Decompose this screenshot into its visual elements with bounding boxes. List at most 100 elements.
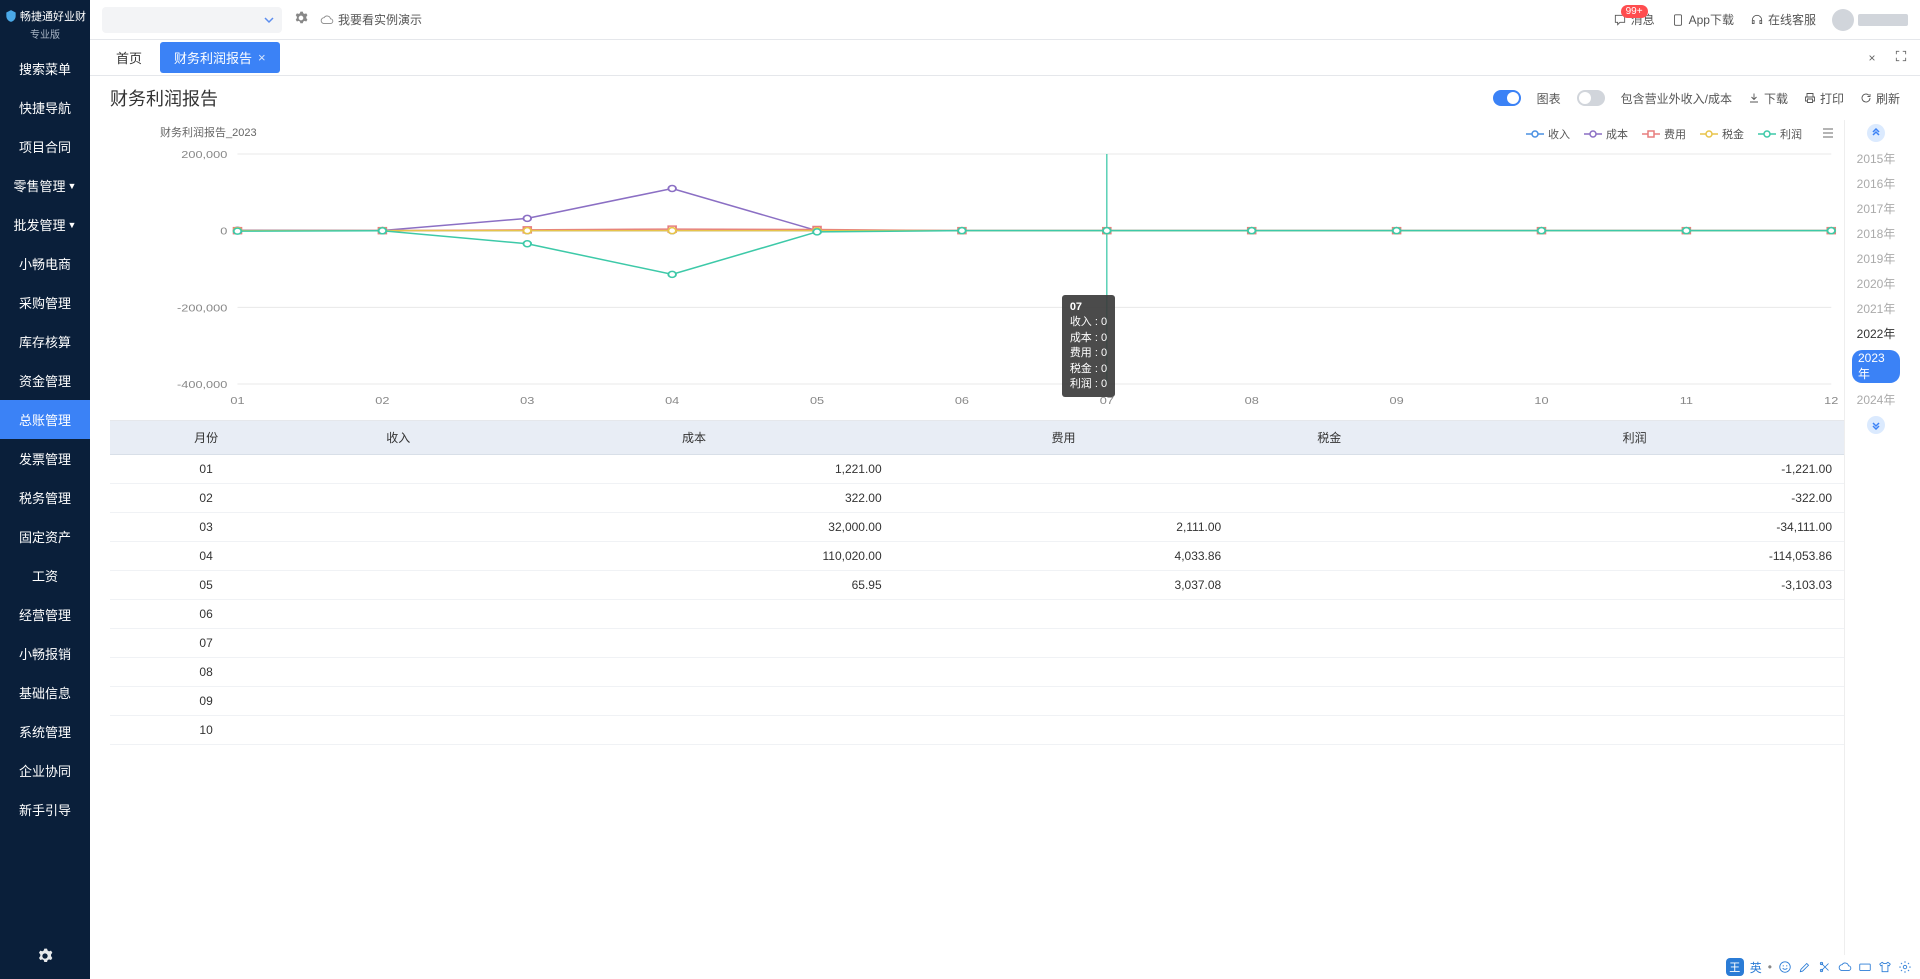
top-settings-icon[interactable] xyxy=(294,11,308,28)
sidebar-item-8[interactable]: 资金管理 xyxy=(0,361,90,400)
sidebar-item-2[interactable]: 项目合同 xyxy=(0,127,90,166)
sidebar-item-15[interactable]: 小畅报销 xyxy=(0,634,90,673)
sidebar-item-16[interactable]: 基础信息 xyxy=(0,673,90,712)
legend-menu-icon[interactable] xyxy=(1822,127,1834,142)
cloud-icon xyxy=(320,13,334,27)
table-header: 收入 xyxy=(302,421,494,455)
customer-service-button[interactable]: 在线客服 xyxy=(1750,11,1816,28)
print-button[interactable]: 打印 xyxy=(1804,90,1844,107)
legend-item[interactable]: 成本 xyxy=(1584,126,1628,142)
sidebar-item-13[interactable]: 工资 xyxy=(0,556,90,595)
ime-scissors-icon[interactable] xyxy=(1818,960,1832,974)
sidebar: 畅捷通好业财 专业版 搜索菜单快捷导航项目合同零售管理▼批发管理▼小畅电商采购管… xyxy=(0,0,90,979)
sidebar-item-19[interactable]: 新手引导 xyxy=(0,790,90,829)
sidebar-item-0[interactable]: 搜索菜单 xyxy=(0,49,90,88)
year-item[interactable]: 2022年 xyxy=(1857,325,1896,342)
sidebar-item-11[interactable]: 税务管理 xyxy=(0,478,90,517)
svg-text:03: 03 xyxy=(520,396,534,406)
sidebar-item-4[interactable]: 批发管理▼ xyxy=(0,205,90,244)
ime-edit-icon[interactable] xyxy=(1798,960,1812,974)
table-header: 成本 xyxy=(494,421,893,455)
sidebar-item-6[interactable]: 采购管理 xyxy=(0,283,90,322)
message-button[interactable]: 99+ 消息 xyxy=(1613,11,1655,28)
table-row: 02322.00-322.00 xyxy=(110,484,1844,513)
year-item[interactable]: 2024年 xyxy=(1857,391,1896,408)
download-icon xyxy=(1748,92,1760,104)
print-icon xyxy=(1804,92,1816,104)
legend-item[interactable]: 费用 xyxy=(1642,126,1686,142)
year-item[interactable]: 2017年 xyxy=(1857,200,1896,217)
brand-logo: 畅捷通好业财 专业版 xyxy=(0,0,90,49)
svg-text:0: 0 xyxy=(220,227,227,237)
legend-item[interactable]: 收入 xyxy=(1526,126,1570,142)
sidebar-item-1[interactable]: 快捷导航 xyxy=(0,88,90,127)
ime-shirt-icon[interactable] xyxy=(1878,960,1892,974)
svg-text:-200,000: -200,000 xyxy=(177,303,227,313)
extra-toggle-label: 包含营业外收入/成本 xyxy=(1621,90,1732,107)
legend-item[interactable]: 利润 xyxy=(1758,126,1802,142)
chevron-down-icon: ▼ xyxy=(68,181,77,191)
svg-text:06: 06 xyxy=(955,396,969,406)
chart-toggle[interactable] xyxy=(1493,90,1521,106)
app-download-button[interactable]: App下载 xyxy=(1671,11,1734,28)
sidebar-settings[interactable] xyxy=(0,936,90,979)
year-item[interactable]: 2018年 xyxy=(1857,225,1896,242)
ime-lang[interactable]: 英 xyxy=(1750,959,1762,976)
ime-keyboard-icon[interactable] xyxy=(1858,960,1872,974)
sidebar-item-7[interactable]: 库存核算 xyxy=(0,322,90,361)
chart-canvas: -400,000-200,0000200,0000102030405060708… xyxy=(110,144,1844,414)
table-header: 费用 xyxy=(894,421,1234,455)
sidebar-item-10[interactable]: 发票管理 xyxy=(0,439,90,478)
brand-icon xyxy=(4,9,18,23)
profit-chart: 财务利润报告_2023 收入成本费用税金利润 -400,000-200,0000… xyxy=(110,120,1844,420)
sidebar-item-12[interactable]: 固定资产 xyxy=(0,517,90,556)
svg-text:07: 07 xyxy=(1100,396,1114,406)
fullscreen-icon[interactable] xyxy=(1894,49,1908,66)
page-header: 财务利润报告 图表 包含营业外收入/成本 下载 打印 刷新 xyxy=(90,76,1920,120)
download-button[interactable]: 下载 xyxy=(1748,90,1788,107)
extra-toggle[interactable] xyxy=(1577,90,1605,106)
org-selector[interactable] xyxy=(102,7,282,33)
gear-icon xyxy=(37,948,53,964)
tab-home[interactable]: 首页 xyxy=(102,42,156,73)
year-item[interactable]: 2019年 xyxy=(1857,250,1896,267)
table-row: 08 xyxy=(110,658,1844,687)
svg-text:10: 10 xyxy=(1534,396,1548,406)
user-menu[interactable] xyxy=(1832,9,1908,31)
ime-logo-icon[interactable]: 王 xyxy=(1726,958,1744,976)
ime-gear-icon[interactable] xyxy=(1898,960,1912,974)
close-icon[interactable]: × xyxy=(258,50,266,65)
tabs-bar: 首页 财务利润报告 × × xyxy=(90,40,1920,76)
year-scroll-down[interactable] xyxy=(1867,416,1885,434)
close-all-tabs[interactable]: × xyxy=(1862,48,1882,68)
tab-active[interactable]: 财务利润报告 × xyxy=(160,42,280,73)
sidebar-item-14[interactable]: 经营管理 xyxy=(0,595,90,634)
sidebar-item-17[interactable]: 系统管理 xyxy=(0,712,90,751)
sidebar-item-3[interactable]: 零售管理▼ xyxy=(0,166,90,205)
ime-smile-icon[interactable] xyxy=(1778,960,1792,974)
refresh-button[interactable]: 刷新 xyxy=(1860,90,1900,107)
year-scroll-up[interactable] xyxy=(1867,124,1885,142)
sidebar-item-9[interactable]: 总账管理 xyxy=(0,400,90,439)
legend-item[interactable]: 税金 xyxy=(1700,126,1744,142)
topbar: 我要看实例演示 99+ 消息 App下载 在线客服 xyxy=(90,0,1920,40)
username xyxy=(1858,14,1908,26)
table-row: 09 xyxy=(110,687,1844,716)
svg-text:05: 05 xyxy=(810,396,824,406)
year-item[interactable]: 2020年 xyxy=(1857,275,1896,292)
year-item[interactable]: 2016年 xyxy=(1857,175,1896,192)
avatar-icon xyxy=(1832,9,1854,31)
year-item[interactable]: 2021年 xyxy=(1857,300,1896,317)
demo-link[interactable]: 我要看实例演示 xyxy=(320,11,422,28)
chart-legend: 收入成本费用税金利润 xyxy=(1526,126,1834,142)
ime-cloud-icon[interactable] xyxy=(1838,960,1852,974)
table-row: 0332,000.002,111.00-34,111.00 xyxy=(110,513,1844,542)
headset-icon xyxy=(1750,13,1764,27)
table-row: 07 xyxy=(110,629,1844,658)
table-row: 0565.953,037.08-3,103.03 xyxy=(110,571,1844,600)
sidebar-item-18[interactable]: 企业协同 xyxy=(0,751,90,790)
year-item[interactable]: 2023年 xyxy=(1852,350,1900,383)
sidebar-item-5[interactable]: 小畅电商 xyxy=(0,244,90,283)
table-row: 10 xyxy=(110,716,1844,745)
year-item[interactable]: 2015年 xyxy=(1857,150,1896,167)
